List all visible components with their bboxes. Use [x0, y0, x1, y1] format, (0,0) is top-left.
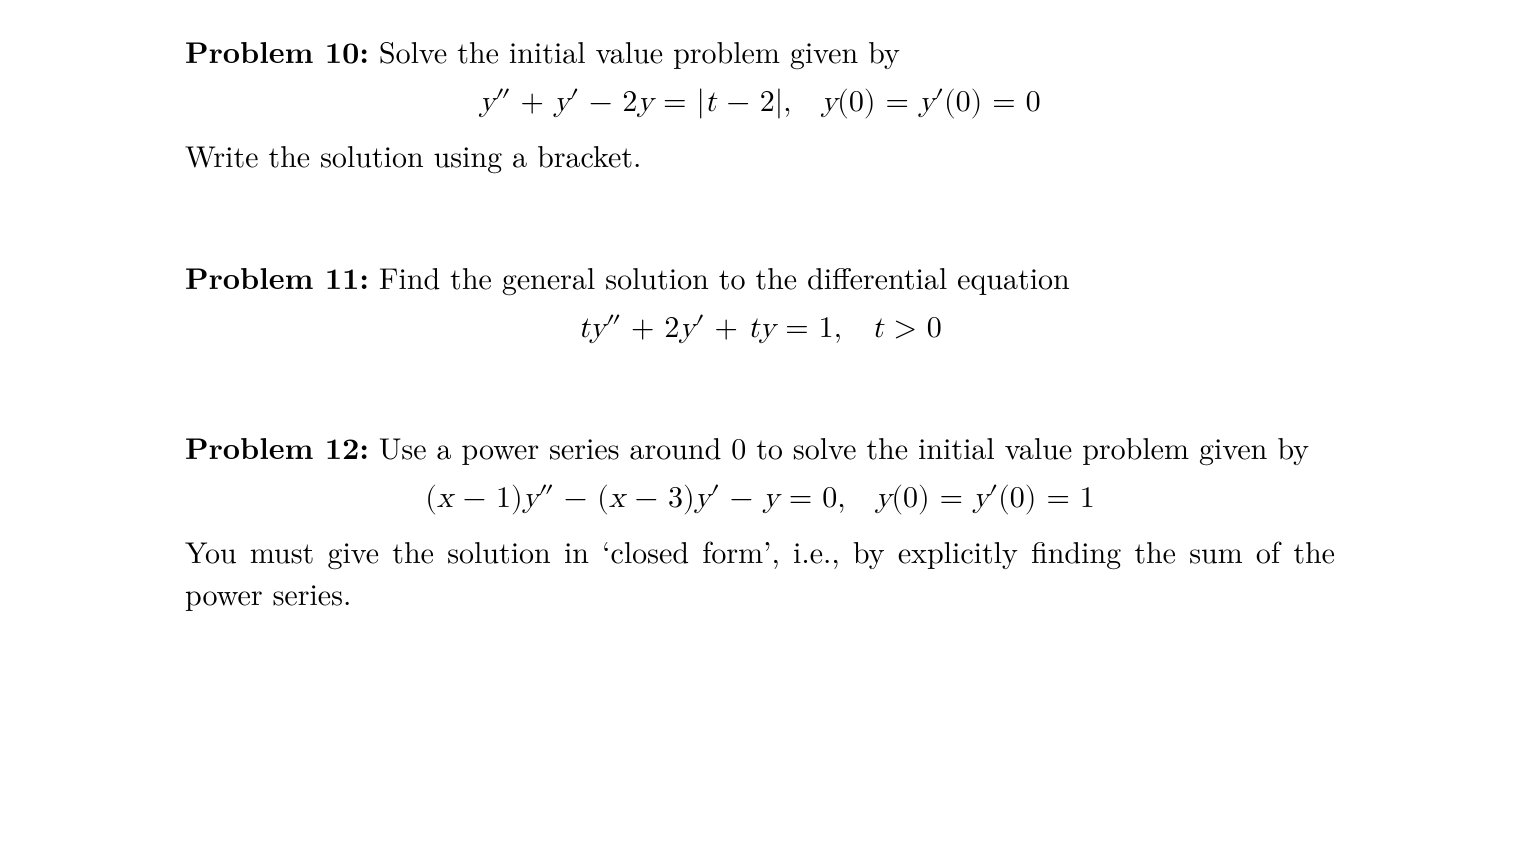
problem-12: Problem 12: Use a power series around 0 … — [185, 426, 1335, 614]
problem-11-intro: Find the general solution to the differe… — [379, 255, 1070, 298]
problem-10-label: Problem 10: — [185, 29, 369, 72]
problem-10-after: Write the solution using a bracket. — [185, 134, 1335, 176]
problem-11-equation: ty″ + 2y′ + ty = 1, t > 0 — [185, 310, 1335, 346]
problem-11: Problem 11: Find the general solution to… — [185, 256, 1335, 346]
problem-12-equation: (x − 1)y″ − (x − 3)y′ − y = 0, y(0) = y′… — [185, 480, 1335, 516]
problem-12-text: Problem 12: Use a power series around 0 … — [185, 426, 1335, 468]
problem-11-text: Problem 11: Find the general solution to… — [185, 256, 1335, 298]
problem-10-intro: Solve the initial value problem given by — [379, 29, 900, 72]
problem-10-text: Problem 10: Solve the initial value prob… — [185, 30, 1335, 72]
problem-10: Problem 10: Solve the initial value prob… — [185, 30, 1335, 176]
page: Problem 10: Solve the initial value prob… — [0, 0, 1520, 614]
problem-12-intro: Use a power series around 0 to solve the… — [379, 425, 1309, 468]
problem-10-equation: y″ + y′ − 2y = |t − 2|, y(0) = y′(0) = 0 — [185, 84, 1335, 120]
problem-11-label: Problem 11: — [185, 255, 369, 298]
problem-12-label: Problem 12: — [185, 425, 369, 468]
problem-12-after: You must give the solution in ‘closed fo… — [185, 530, 1335, 614]
